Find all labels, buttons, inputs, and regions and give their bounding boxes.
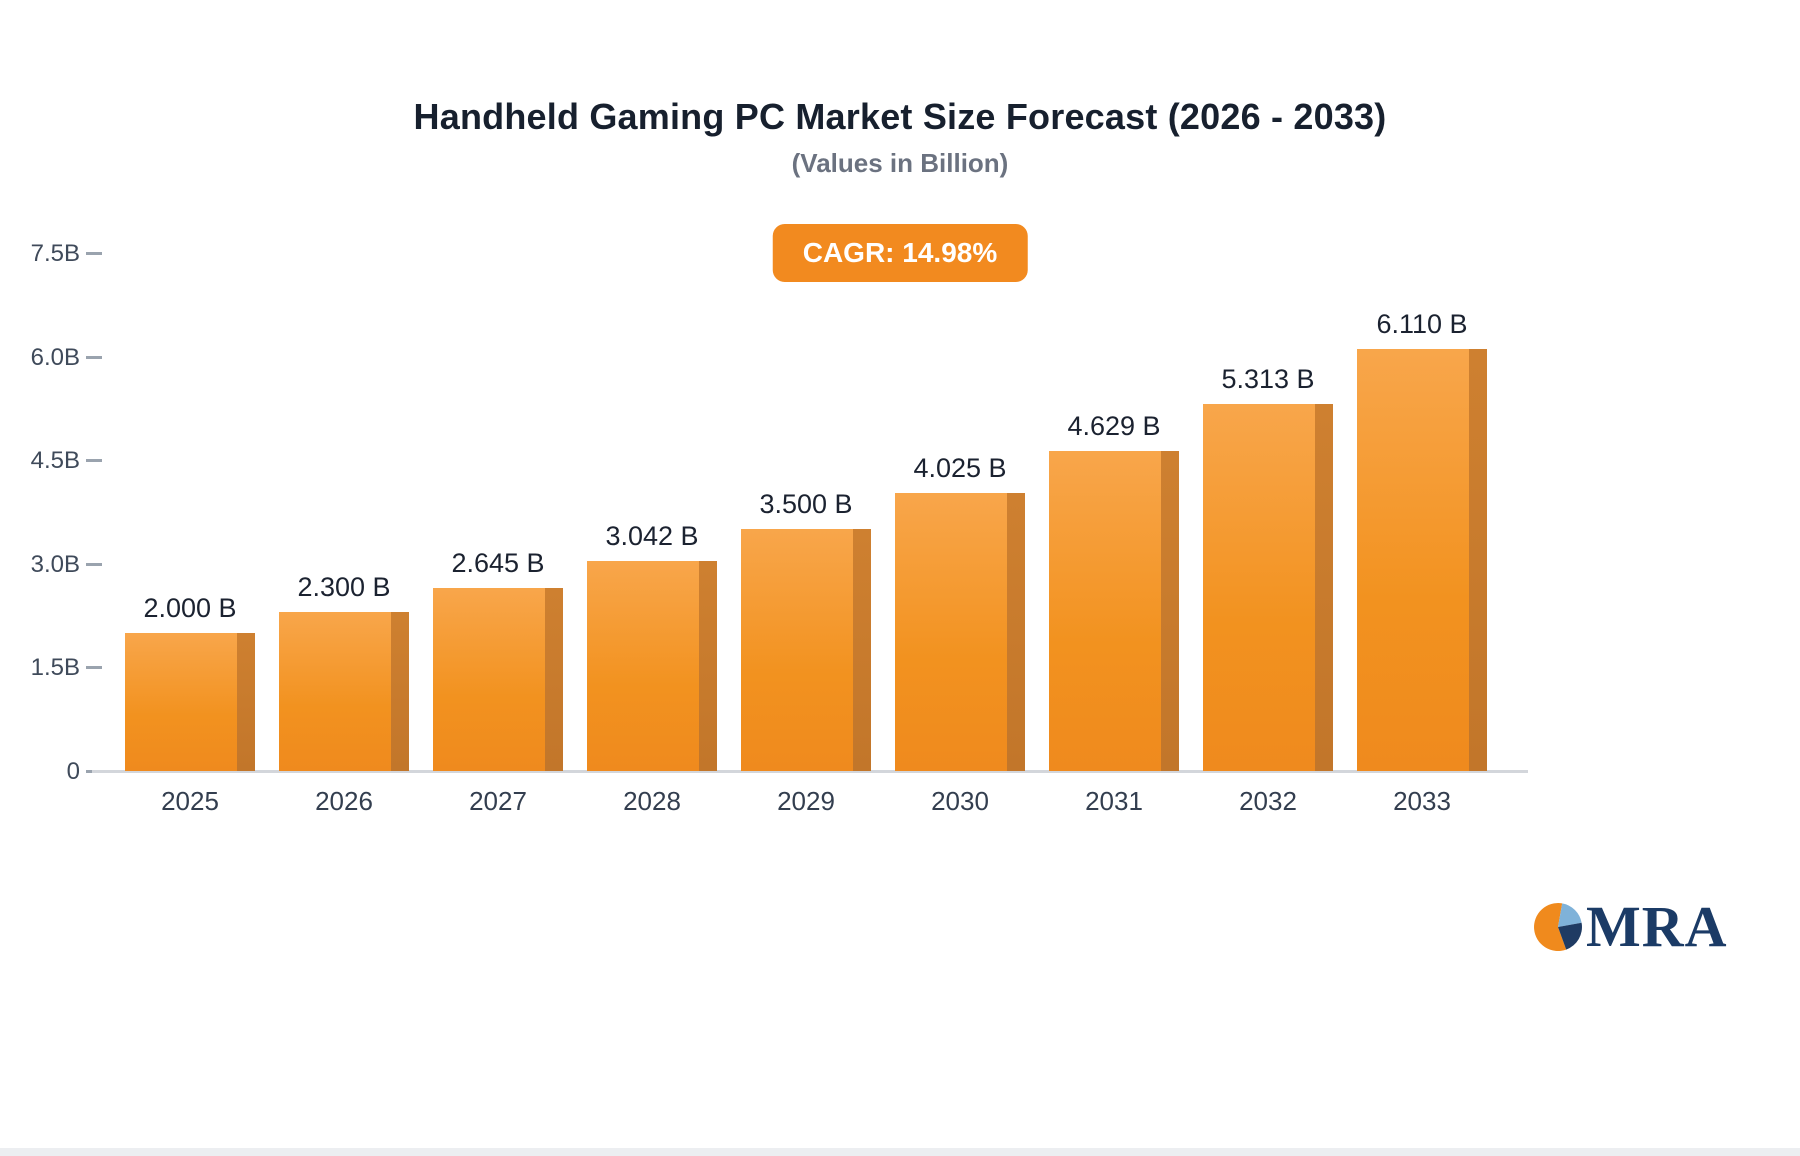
y-tick-label: 3.0B: [30, 550, 80, 578]
bar-side-face: [237, 632, 255, 771]
bar-2026: [279, 612, 409, 771]
bar-front-face: [1049, 451, 1161, 771]
bar-front-face: [587, 560, 699, 771]
x-tick-label-2032: 2032: [1239, 786, 1297, 816]
bar-2027: [433, 588, 563, 771]
bar-side-face: [545, 588, 563, 771]
y-tick-label: 0: [66, 758, 80, 785]
x-tick-label-2033: 2033: [1393, 786, 1451, 816]
x-axis-baseline: [92, 770, 1528, 773]
bar-value-label: 6.110 B: [1376, 309, 1468, 339]
x-tick-label-2027: 2027: [469, 786, 527, 816]
mra-logo-icon: [1532, 901, 1584, 953]
bar-value-label: 2.300 B: [297, 572, 391, 603]
y-tick-label: 4.5B: [30, 447, 80, 475]
bar-value-label: 2.645 B: [451, 548, 545, 579]
y-tick-label: 6.0B: [30, 343, 80, 371]
bar-side-face: [853, 529, 871, 771]
cagr-badge: CAGR: 14.98%: [772, 224, 1028, 282]
bar-value-label: 4.025 B: [913, 453, 1007, 483]
bar-front-face: [741, 529, 853, 771]
bar-side-face: [1007, 493, 1025, 771]
x-tick-label-2031: 2031: [1085, 786, 1143, 816]
x-tick-label-2026: 2026: [315, 786, 373, 816]
bar-value-label: 3.042 B: [605, 520, 699, 551]
bar-front-face: [433, 588, 545, 771]
mra-logo-text: MRA: [1586, 894, 1728, 959]
bar-side-face: [391, 612, 409, 771]
bar-2033: [1357, 349, 1487, 771]
bar-2029: [741, 529, 871, 771]
bar-side-face: [1469, 349, 1487, 771]
bar-2025: [125, 632, 255, 771]
bar-value-label: 2.000 B: [143, 592, 237, 623]
bar-front-face: [895, 493, 1007, 771]
bar-2031: [1049, 451, 1179, 771]
x-tick-label-2028: 2028: [623, 786, 681, 816]
y-tick-mark: [86, 355, 102, 359]
chart-subtitle: (Values in Billion): [791, 148, 1009, 178]
bar-2032: [1203, 404, 1333, 771]
y-tick-label: 1.5B: [30, 654, 80, 682]
x-tick-label-2029: 2029: [777, 786, 835, 816]
bar-value-label: 4.629 B: [1067, 411, 1161, 442]
bar-side-face: [1315, 404, 1333, 771]
bar-front-face: [1203, 404, 1315, 771]
chart-title: Handheld Gaming PC Market Size Forecast …: [413, 96, 1387, 137]
y-tick-mark: [86, 252, 102, 255]
bar-2028: [587, 560, 717, 771]
bar-side-face: [1161, 451, 1179, 771]
bar-2030: [895, 493, 1025, 771]
y-tick-label: 7.5B: [30, 240, 80, 267]
y-tick-mark: [86, 666, 102, 670]
bar-side-face: [699, 560, 717, 771]
x-tick-label-2030: 2030: [931, 786, 989, 816]
plot-area: [92, 253, 1528, 773]
bar-front-face: [1357, 349, 1469, 771]
bar-value-label: 3.500 B: [759, 489, 853, 520]
mra-logo: MRA: [1532, 898, 1728, 956]
bar-front-face: [279, 612, 391, 771]
bar-front-face: [125, 632, 237, 771]
y-tick-mark: [86, 562, 102, 566]
bottom-strip: [0, 1148, 1800, 1156]
y-tick-mark: [86, 459, 102, 463]
bar-value-label: 5.313 B: [1221, 364, 1315, 395]
x-tick-label-2025: 2025: [161, 786, 219, 816]
